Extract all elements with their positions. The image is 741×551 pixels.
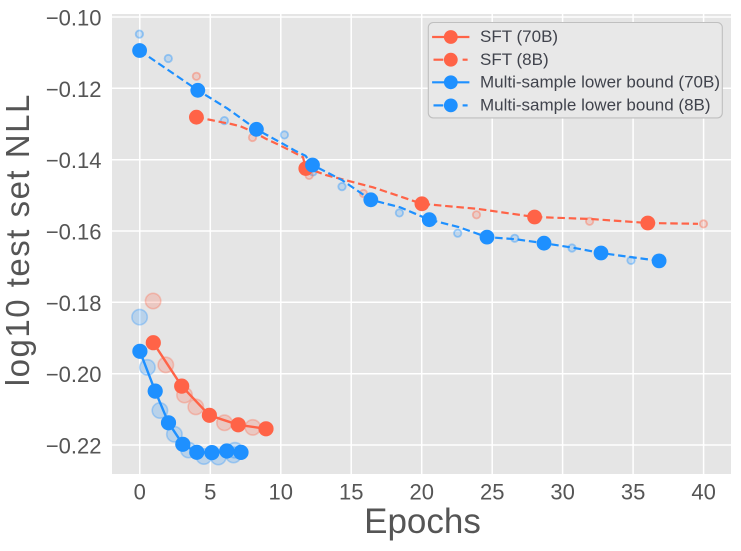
svg-text:0: 0 — [134, 480, 146, 505]
svg-text:SFT (8B): SFT (8B) — [480, 50, 549, 69]
svg-text:−0.22: −0.22 — [46, 434, 102, 459]
svg-text:5: 5 — [204, 480, 216, 505]
svg-text:−0.18: −0.18 — [46, 291, 102, 316]
svg-text:25: 25 — [480, 480, 504, 505]
svg-text:30: 30 — [550, 480, 574, 505]
svg-text:10: 10 — [269, 480, 293, 505]
svg-text:−0.14: −0.14 — [46, 148, 102, 173]
svg-text:−0.16: −0.16 — [46, 220, 102, 245]
svg-text:Multi-sample lower bound (70B): Multi-sample lower bound (70B) — [480, 73, 720, 92]
svg-text:Multi-sample lower bound (8B): Multi-sample lower bound (8B) — [480, 96, 711, 115]
svg-text:SFT (70B): SFT (70B) — [480, 27, 558, 46]
svg-text:−0.20: −0.20 — [46, 362, 102, 387]
svg-text:−0.12: −0.12 — [46, 77, 102, 102]
svg-text:Epochs: Epochs — [364, 502, 481, 541]
svg-text:20: 20 — [409, 480, 433, 505]
svg-text:log10 test set NLL: log10 test set NLL — [0, 93, 36, 386]
svg-text:35: 35 — [621, 480, 645, 505]
svg-text:−0.10: −0.10 — [46, 6, 102, 31]
svg-text:40: 40 — [691, 480, 715, 505]
svg-text:15: 15 — [339, 480, 363, 505]
